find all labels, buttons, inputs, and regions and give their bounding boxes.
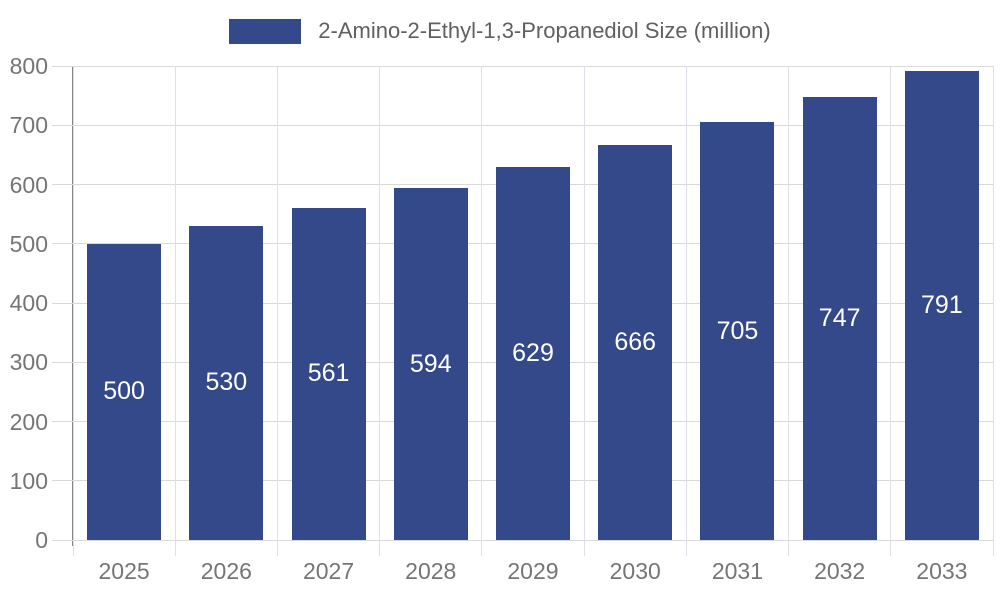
x-axis-tick-label: 2025	[98, 558, 150, 584]
bar-value-label: 629	[512, 339, 554, 368]
bar-2025: 500	[87, 243, 162, 540]
x-axis-tick	[276, 540, 278, 556]
h-gridline	[73, 539, 993, 541]
x-axis-tick	[72, 540, 74, 556]
y-axis-tick-label: 0	[35, 527, 48, 553]
bar-2026: 530	[189, 225, 264, 540]
y-axis-tick	[52, 361, 73, 363]
v-gridline	[72, 66, 74, 540]
y-axis-tick-label: 800	[9, 53, 48, 79]
y-axis-tick	[52, 65, 73, 67]
y-axis-tick-label: 500	[9, 230, 48, 257]
x-axis-tick	[379, 540, 381, 556]
x-axis-tick-label: 2028	[405, 558, 457, 584]
y-axis-tick	[52, 184, 73, 185]
y-axis-tick-label: 700	[9, 112, 48, 139]
bar-value-label: 747	[818, 304, 861, 333]
legend-item[interactable]: 2-Amino-2-Ethyl-1,3-Propanediol Size (mi…	[229, 18, 771, 44]
x-axis-tick	[685, 540, 687, 556]
bar-2028: 594	[393, 188, 468, 540]
bar-value-label: 594	[409, 349, 452, 378]
v-gridline	[174, 66, 176, 540]
legend-label: 2-Amino-2-Ethyl-1,3-Propanediol Size (mi…	[318, 18, 771, 43]
bar-2030: 666	[598, 145, 673, 540]
v-gridline	[788, 66, 790, 540]
legend-swatch-icon	[229, 18, 302, 44]
y-axis-tick	[52, 302, 73, 304]
bar-value-label: 500	[103, 377, 145, 406]
x-axis-tick-label: 2031	[711, 558, 764, 584]
h-gridline	[73, 65, 993, 67]
bar-value-label: 705	[716, 316, 759, 345]
v-gridline	[583, 66, 585, 540]
x-axis-tick	[992, 540, 994, 556]
x-axis-tick-label: 2033	[916, 558, 968, 584]
bar-2027: 561	[291, 207, 366, 540]
v-gridline	[890, 66, 892, 540]
y-axis-tick-label: 200	[9, 408, 48, 435]
bar-2033: 791	[904, 71, 979, 540]
h-gridline	[73, 124, 993, 126]
y-axis-tick-label: 100	[9, 467, 48, 494]
v-gridline	[276, 66, 278, 540]
x-axis-tick	[583, 540, 585, 556]
x-axis-tick-label: 2032	[814, 558, 866, 584]
bar-2029: 629	[496, 167, 570, 540]
x-axis-tick	[174, 540, 176, 556]
bar-value-label: 561	[307, 359, 350, 388]
v-gridline	[992, 66, 994, 540]
y-axis-tick-label: 300	[9, 349, 48, 376]
bar-2032: 747	[802, 97, 877, 540]
y-axis-tick-label: 400	[9, 290, 48, 316]
bar-2031: 705	[700, 122, 775, 540]
legend: 2-Amino-2-Ethyl-1,3-Propanediol Size (mi…	[0, 18, 1000, 44]
x-axis-tick	[481, 540, 483, 556]
x-axis-tick	[788, 540, 790, 556]
x-axis-tick-label: 2029	[507, 558, 559, 584]
bar-value-label: 530	[205, 368, 248, 397]
v-gridline	[685, 66, 687, 540]
y-axis-tick	[52, 539, 73, 541]
x-axis-tick-label: 2027	[302, 558, 355, 584]
y-axis-tick	[52, 243, 73, 245]
x-axis-tick-label: 2026	[200, 558, 252, 584]
bar-value-label: 666	[614, 328, 657, 357]
y-axis-tick	[52, 124, 73, 126]
y-axis-tick	[52, 421, 73, 422]
plot-area: 500 530 561 594 629 666 705 747 791	[72, 65, 994, 541]
x-axis-tick	[890, 540, 892, 556]
y-axis-tick-label: 600	[9, 171, 48, 198]
v-gridline	[379, 66, 381, 540]
bar-value-label: 791	[921, 291, 963, 320]
v-gridline	[481, 66, 483, 540]
x-axis-tick-label: 2030	[609, 558, 661, 584]
y-axis-tick	[52, 480, 73, 482]
